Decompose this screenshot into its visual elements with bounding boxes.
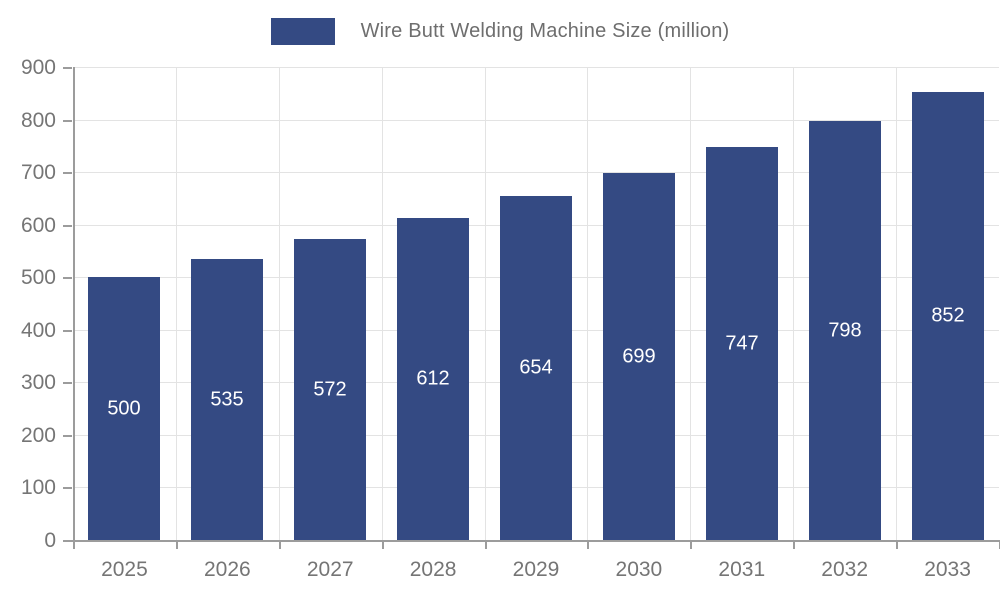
- gridline-vertical: [175, 67, 177, 540]
- x-tick-mark: [896, 540, 899, 549]
- bar-value-label: 654: [519, 356, 553, 379]
- y-tick-label: 100: [20, 476, 56, 500]
- gridline-vertical: [690, 67, 692, 540]
- x-tick-label: 2029: [512, 558, 560, 581]
- x-tick-label: 2027: [306, 558, 354, 581]
- bar-2029: 654: [500, 196, 572, 540]
- plot-area: 500 535 572 612 654 699 747 798 852: [73, 67, 999, 540]
- x-tick-label: 2032: [821, 558, 869, 581]
- bar-value-label: 852: [931, 304, 965, 327]
- x-tick-mark: [278, 540, 281, 549]
- y-tick-label: 800: [20, 108, 56, 132]
- x-tick-label: 2033: [924, 558, 971, 581]
- y-axis-line: [73, 67, 75, 541]
- gridline-vertical: [793, 67, 795, 540]
- chart-legend: Wire Butt Welding Machine Size (million): [0, 14, 1000, 48]
- x-tick-label: 2031: [718, 558, 766, 581]
- y-tick-label: 200: [20, 423, 56, 447]
- bar-value-label: 572: [313, 378, 347, 400]
- bar-2026: 535: [191, 259, 263, 540]
- bar-2025: 500: [88, 277, 160, 540]
- y-tick-label: 400: [20, 318, 56, 342]
- bar-2028: 612: [397, 218, 469, 540]
- bar-2027: 572: [294, 239, 366, 540]
- bar-2032: 798: [809, 121, 881, 540]
- y-tick-mark: [63, 329, 72, 332]
- x-tick-mark: [587, 540, 590, 549]
- bar-value-label: 500: [107, 397, 141, 419]
- y-tick-label: 900: [20, 56, 56, 79]
- gridline-vertical: [587, 67, 589, 540]
- x-tick-mark: [73, 540, 75, 549]
- y-tick-label: 500: [20, 266, 56, 290]
- x-tick-mark: [175, 540, 178, 549]
- y-tick-mark: [63, 224, 72, 227]
- bar-2033: 852: [912, 92, 984, 540]
- gridline-horizontal: [73, 67, 999, 68]
- legend-label: Wire Butt Welding Machine Size (million): [360, 19, 730, 42]
- y-tick-mark: [63, 277, 72, 280]
- x-axis-line: [63, 540, 1000, 542]
- x-tick-label: 2026: [203, 558, 251, 581]
- gridline-vertical: [278, 67, 280, 540]
- bar-value-label: 747: [725, 332, 759, 354]
- bar-2030: 699: [603, 173, 675, 540]
- gridline-vertical: [484, 67, 486, 540]
- x-tick-label: 2030: [615, 558, 663, 581]
- bar-value-label: 798: [828, 319, 862, 341]
- x-tick-mark: [381, 540, 384, 549]
- legend-swatch: [270, 17, 335, 45]
- y-tick-label: 700: [20, 161, 56, 185]
- y-tick-label: 300: [20, 371, 56, 395]
- y-tick-mark: [63, 382, 72, 385]
- y-tick-mark: [63, 172, 72, 175]
- x-tick-mark: [690, 540, 693, 549]
- y-tick-mark: [63, 487, 72, 490]
- gridline-horizontal: [73, 172, 999, 174]
- y-tick-label: 0: [44, 529, 56, 552]
- x-tick-label: 2028: [409, 558, 457, 581]
- x-tick-mark: [793, 540, 796, 549]
- x-tick-label: 2025: [101, 558, 148, 581]
- y-tick-label: 600: [20, 213, 56, 237]
- gridline-vertical: [896, 67, 898, 540]
- bar-2031: 747: [706, 147, 778, 540]
- x-tick-mark: [484, 540, 487, 549]
- bar-value-label: 699: [622, 345, 656, 367]
- y-tick-mark: [63, 67, 72, 69]
- y-tick-mark: [63, 119, 72, 122]
- y-tick-mark: [63, 540, 72, 542]
- bar-value-label: 612: [416, 367, 450, 390]
- gridline-horizontal: [73, 119, 999, 121]
- y-tick-mark: [63, 434, 72, 437]
- gridline-vertical: [381, 67, 383, 540]
- bar-value-label: 535: [210, 388, 244, 410]
